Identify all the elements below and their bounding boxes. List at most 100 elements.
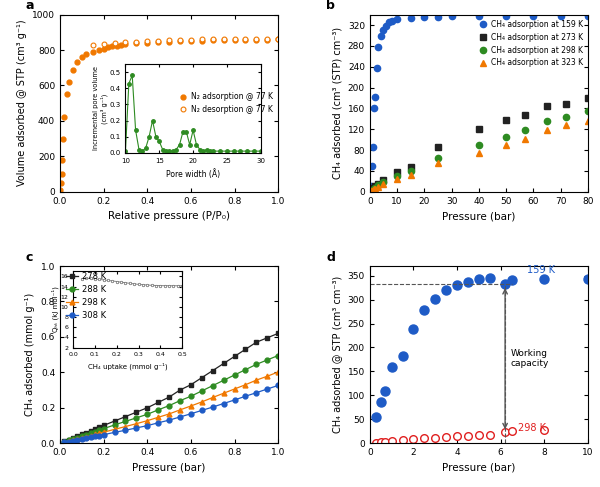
278 K: [78, 431, 85, 437]
278 K: [70, 435, 77, 441]
308 K: [74, 437, 81, 443]
308 K: [155, 420, 162, 426]
298 K: [209, 394, 217, 400]
N₂ desorption @ 77 K: [122, 39, 129, 45]
308 K: [143, 423, 151, 429]
288 K: [133, 415, 140, 421]
CH₄ adsorption at 273 K: [371, 184, 379, 189]
308 K: [242, 393, 249, 399]
308 K: [70, 438, 77, 444]
308 K: [220, 401, 227, 407]
N₂ desorption @ 77 K: [133, 38, 140, 44]
CH₄ adsorption at 159 K: [421, 14, 428, 20]
Line: 308 K: 308 K: [62, 383, 281, 445]
288 K: [143, 412, 151, 417]
CH₄ adsorption at 323 K: [503, 142, 510, 148]
N₂ desorption @ 77 K: [155, 38, 162, 44]
CH₄ adsorption at 159 K: [475, 13, 482, 19]
288 K: [253, 361, 260, 367]
288 K: [242, 367, 249, 373]
N₂ desorption @ 77 K: [100, 41, 107, 47]
308 K: [133, 425, 140, 431]
N₂ desorption @ 77 K: [253, 37, 260, 42]
308 K: [187, 411, 194, 417]
288 K: [231, 372, 238, 378]
CH₄ adsorption at 159 K: [371, 94, 379, 100]
278 K: [253, 339, 260, 345]
298 K: [87, 433, 94, 439]
278 K: [275, 331, 282, 337]
CH₄ adsorption at 273 K: [563, 101, 570, 107]
CH₄ adsorption at 159 K: [530, 13, 537, 19]
N₂ adsorption @ 77 K: [58, 171, 65, 177]
288 K: [70, 436, 77, 442]
CH₄ adsorption at 298 K: [434, 155, 442, 161]
278 K: [61, 438, 68, 444]
CH₄ adsorption at 323 K: [368, 187, 376, 193]
N₂ desorption @ 77 K: [263, 37, 271, 42]
298 K: [122, 424, 129, 430]
288 K: [187, 393, 194, 399]
CH₄ adsorption at 298 K: [521, 127, 529, 133]
298 K: [65, 438, 73, 444]
CH₄ adsorption at 298 K: [371, 185, 379, 190]
N₂ adsorption @ 77 K: [231, 37, 238, 43]
CH₄ adsorption at 323 K: [521, 136, 529, 142]
298 K: [78, 435, 85, 441]
CH₄ adsorption at 298 K: [475, 142, 482, 148]
CH₄ adsorption at 159 K: [367, 187, 374, 193]
308 K: [275, 382, 282, 388]
308 K: [65, 439, 73, 445]
298 K: [83, 434, 90, 440]
CH₄ adsorption at 273 K: [475, 126, 482, 132]
CH₄ adsorption at 273 K: [503, 117, 510, 123]
N₂ adsorption @ 77 K: [220, 37, 227, 43]
N₂ adsorption @ 77 K: [209, 37, 217, 43]
CH₄ adsorption at 273 K: [369, 186, 376, 192]
CH₄ adsorption at 298 K: [407, 168, 415, 174]
CH₄ adsorption at 323 K: [434, 160, 442, 166]
N₂ adsorption @ 77 K: [109, 43, 116, 49]
CH₄ adsorption at 273 K: [374, 181, 382, 187]
N₂ adsorption @ 77 K: [58, 180, 65, 186]
X-axis label: Pressure (bar): Pressure (bar): [442, 463, 515, 472]
278 K: [220, 360, 227, 366]
Text: b: b: [326, 0, 335, 12]
CH₄ adsorption at 273 K: [394, 169, 401, 175]
N₂ adsorption @ 77 K: [59, 136, 67, 142]
308 K: [166, 417, 173, 423]
Line: 298 K: 298 K: [62, 370, 281, 445]
298 K: [242, 382, 249, 388]
278 K: [209, 368, 217, 374]
N₂ desorption @ 77 K: [231, 37, 238, 42]
CH₄ adsorption at 323 K: [544, 127, 551, 133]
CH₄ adsorption at 159 K: [448, 13, 455, 19]
308 K: [263, 386, 271, 392]
N₂ adsorption @ 77 K: [263, 37, 271, 42]
278 K: [231, 354, 238, 359]
N₂ adsorption @ 77 K: [95, 47, 103, 53]
CH₄ adsorption at 298 K: [503, 134, 510, 140]
N₂ desorption @ 77 K: [220, 37, 227, 42]
N₂ adsorption @ 77 K: [104, 44, 112, 50]
298 K: [253, 377, 260, 383]
288 K: [74, 434, 81, 440]
Line: 288 K: 288 K: [62, 353, 281, 444]
298 K: [70, 437, 77, 443]
CH₄ adsorption at 159 K: [370, 106, 377, 112]
CH₄ adsorption at 273 K: [370, 185, 377, 190]
Text: 298 K: 298 K: [518, 423, 546, 433]
CH₄ adsorption at 298 K: [563, 114, 570, 120]
CH₄ adsorption at 298 K: [369, 187, 376, 192]
N₂ adsorption @ 77 K: [61, 114, 68, 120]
288 K: [78, 433, 85, 439]
CH₄ adsorption at 298 K: [370, 186, 377, 191]
Legend: CH₄ adsorption at 159 K, CH₄ adsorption at 273 K, CH₄ adsorption at 298 K, CH₄ a: CH₄ adsorption at 159 K, CH₄ adsorption …: [477, 19, 584, 69]
288 K: [61, 439, 68, 445]
308 K: [91, 433, 98, 439]
N₂ adsorption @ 77 K: [63, 92, 70, 97]
CH₄ adsorption at 159 K: [368, 184, 375, 189]
N₂ adsorption @ 77 K: [100, 46, 107, 52]
N₂ desorption @ 77 K: [275, 37, 282, 42]
CH₄ adsorption at 159 K: [407, 15, 415, 20]
